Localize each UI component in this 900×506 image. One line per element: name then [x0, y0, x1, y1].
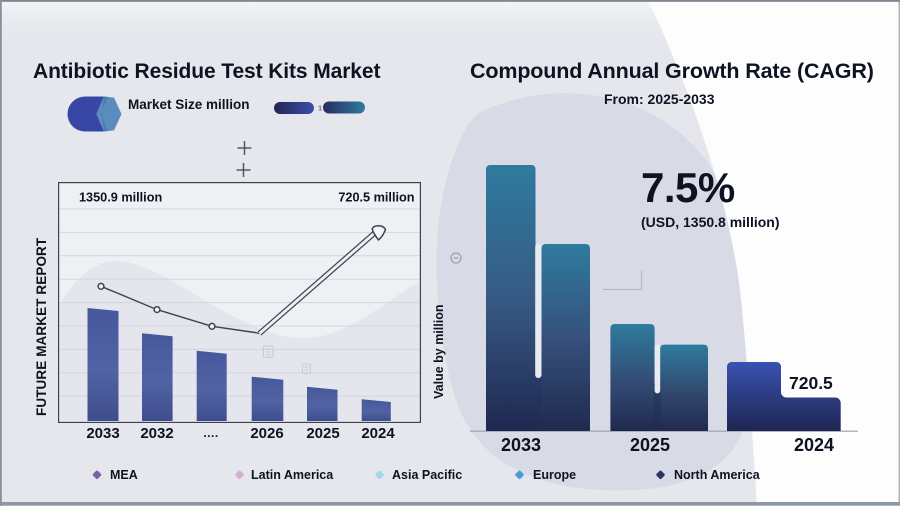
svg-text:1350.9 million: 1350.9 million [79, 191, 162, 205]
svg-text:720.5 million: 720.5 million [338, 191, 414, 205]
svg-text:1: 1 [318, 104, 322, 113]
